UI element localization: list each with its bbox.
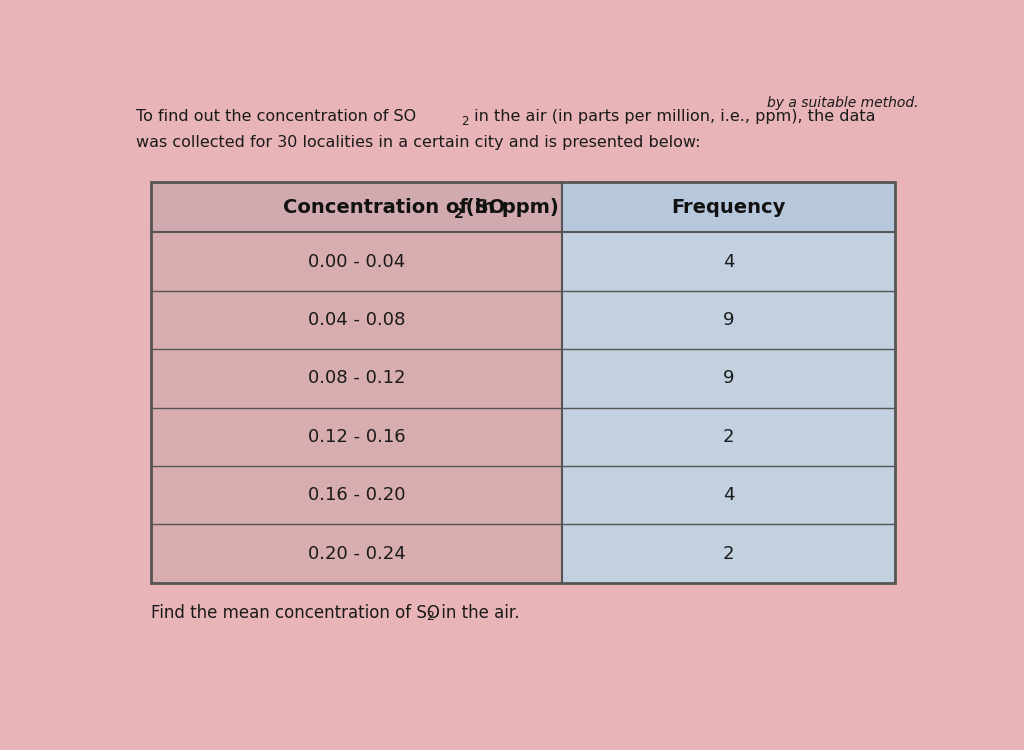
Text: by a suitable method.: by a suitable method. [767, 96, 919, 110]
Text: (in ppm): (in ppm) [459, 198, 559, 217]
Bar [152, 524, 562, 583]
Text: Frequency: Frequency [672, 198, 785, 217]
Bar [562, 466, 895, 524]
Bar [562, 182, 895, 232]
Bar [562, 291, 895, 350]
Text: was collected for 30 localities in a certain city and is presented below:: was collected for 30 localities in a cer… [136, 135, 700, 150]
Text: 0.08 - 0.12: 0.08 - 0.12 [308, 370, 406, 388]
Text: Concentration of SO: Concentration of SO [283, 198, 505, 217]
Text: Find the mean concentration of SO: Find the mean concentration of SO [152, 604, 440, 622]
Bar [562, 232, 895, 291]
Text: 4: 4 [723, 486, 734, 504]
Bar [152, 408, 562, 466]
Bar [562, 524, 895, 583]
Bar [152, 232, 562, 291]
Text: 9: 9 [723, 311, 734, 329]
Text: in the air (in parts per million, i.e., ppm), the data: in the air (in parts per million, i.e., … [469, 110, 876, 125]
Bar [562, 408, 895, 466]
Text: 0.00 - 0.04: 0.00 - 0.04 [308, 253, 406, 271]
Text: 0.04 - 0.08: 0.04 - 0.08 [308, 311, 406, 329]
Bar [152, 182, 895, 583]
Text: 2: 2 [454, 206, 463, 220]
Text: 9: 9 [723, 370, 734, 388]
Text: To find out the concentration of SO: To find out the concentration of SO [136, 110, 416, 125]
Text: in the air.: in the air. [435, 604, 519, 622]
Bar [152, 466, 562, 524]
Bar [152, 182, 562, 232]
Text: 0.20 - 0.24: 0.20 - 0.24 [308, 544, 406, 562]
Bar [152, 291, 562, 350]
Text: 2: 2 [426, 610, 434, 622]
Text: 4: 4 [723, 253, 734, 271]
Text: 2: 2 [723, 427, 734, 445]
Text: 2: 2 [723, 544, 734, 562]
Bar [152, 350, 562, 407]
Bar [562, 350, 895, 407]
Text: 0.12 - 0.16: 0.12 - 0.16 [308, 427, 406, 445]
Text: 0.16 - 0.20: 0.16 - 0.20 [308, 486, 406, 504]
Text: 2: 2 [461, 115, 469, 128]
